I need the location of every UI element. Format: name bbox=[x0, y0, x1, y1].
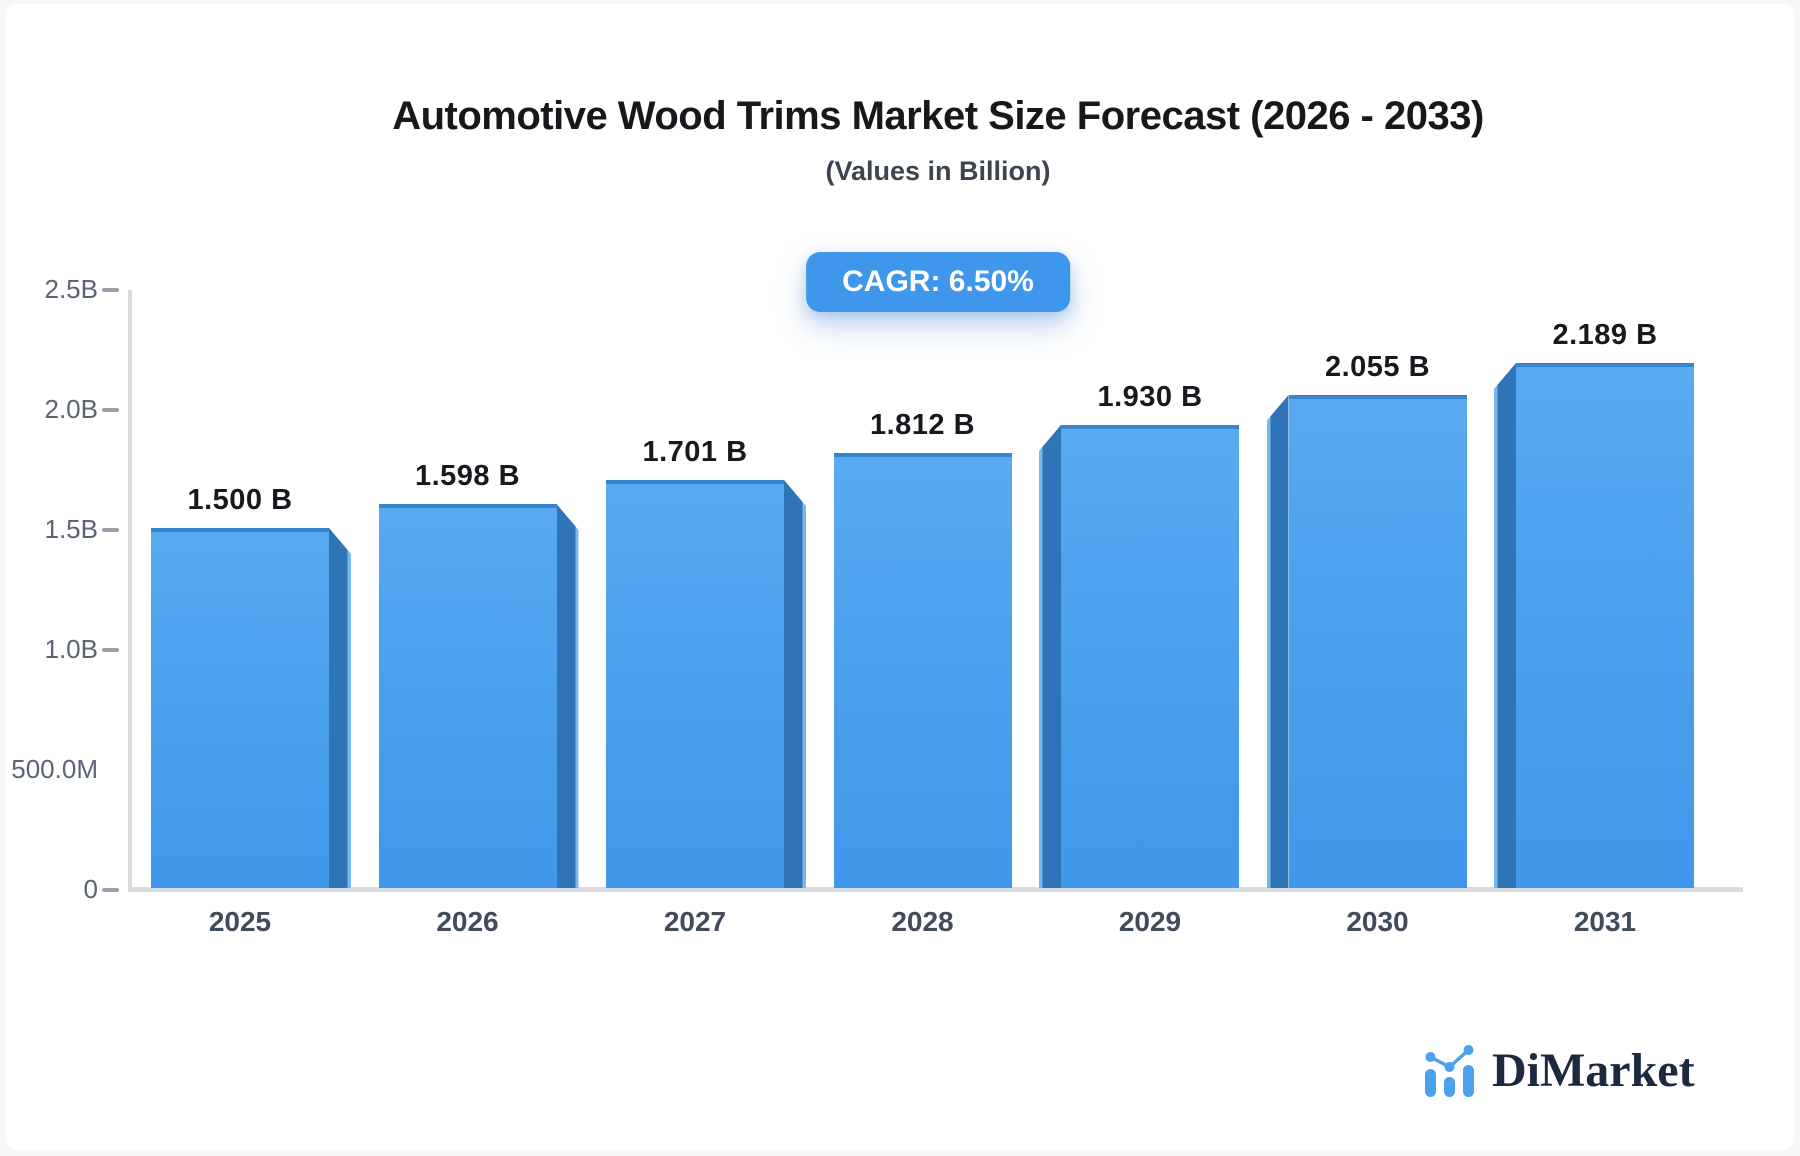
y-axis-label-1.5B: 1.5B bbox=[44, 514, 99, 544]
bar-value-label-2026: 1.598 B bbox=[414, 460, 521, 492]
chart-title: Automotive Wood Trims Market Size Foreca… bbox=[392, 94, 1484, 138]
bar-2030 bbox=[1288, 395, 1467, 888]
bar-2029 bbox=[1061, 425, 1239, 888]
cagr-badge: CAGR: 6.50% bbox=[806, 252, 1070, 312]
bar-2027 bbox=[606, 480, 784, 888]
x-axis-label-2027: 2027 bbox=[663, 906, 727, 937]
bar-2025 bbox=[151, 528, 329, 888]
bar-2031 bbox=[1516, 363, 1694, 888]
bar-value-label-2031: 2.189 B bbox=[1552, 319, 1658, 351]
bar-value-label-2025: 1.500 B bbox=[187, 484, 293, 516]
logo-text: DiMarket bbox=[1492, 1043, 1695, 1097]
y-tick-mark bbox=[102, 408, 119, 412]
y-tick-mark bbox=[102, 648, 119, 652]
y-axis-line bbox=[128, 290, 132, 890]
y-axis-label-500.0M: 500.0M bbox=[11, 754, 98, 784]
y-tick-mark bbox=[102, 288, 119, 292]
bar-side-facet-2025 bbox=[329, 528, 351, 888]
bar-value-label-2027: 1.701 B bbox=[642, 436, 748, 468]
bar-value-label-2028: 1.812 B bbox=[869, 409, 976, 441]
bar-side-facet-2027 bbox=[784, 480, 806, 888]
x-axis-label-2030: 2030 bbox=[1346, 906, 1409, 937]
x-axis-label-2026: 2026 bbox=[436, 906, 499, 937]
bar-2028 bbox=[833, 453, 1012, 888]
y-tick-mark bbox=[102, 528, 119, 532]
bar-line-chart-icon bbox=[1425, 1045, 1474, 1097]
y-axis-label-0: 0 bbox=[83, 874, 98, 904]
x-axis-line bbox=[128, 887, 1743, 892]
x-axis-label-2025: 2025 bbox=[208, 906, 272, 937]
bar-2026 bbox=[378, 504, 557, 888]
bar-value-label-2029: 1.930 B bbox=[1097, 381, 1203, 413]
y-tick-mark bbox=[102, 888, 119, 892]
bar-side-facet-2031 bbox=[1494, 363, 1516, 888]
x-axis-label-2031: 2031 bbox=[1573, 906, 1637, 937]
bar-side-facet-2026 bbox=[556, 504, 579, 888]
plot-area: 2.5B 2.0B 1.5B 1.0B 500.0M 0 1.500 B 2025 1.598 … bbox=[11, 250, 1743, 937]
dimarket-logo: DiMarket bbox=[1420, 1038, 1695, 1102]
bar-side-facet-2030 bbox=[1266, 395, 1289, 888]
bar-side-facet-2029 bbox=[1039, 425, 1061, 888]
y-axis-label-2.5B: 2.5B bbox=[44, 274, 99, 304]
y-axis-label-2.0B: 2.0B bbox=[44, 394, 99, 424]
y-axis-label-1.0B: 1.0B bbox=[44, 634, 99, 664]
x-axis-label-2029: 2029 bbox=[1118, 906, 1182, 937]
bar-value-label-2030: 2.055 B bbox=[1324, 351, 1431, 383]
x-axis-label-2028: 2028 bbox=[891, 906, 954, 937]
chart-subtitle: (Values in Billion) bbox=[825, 156, 1051, 186]
